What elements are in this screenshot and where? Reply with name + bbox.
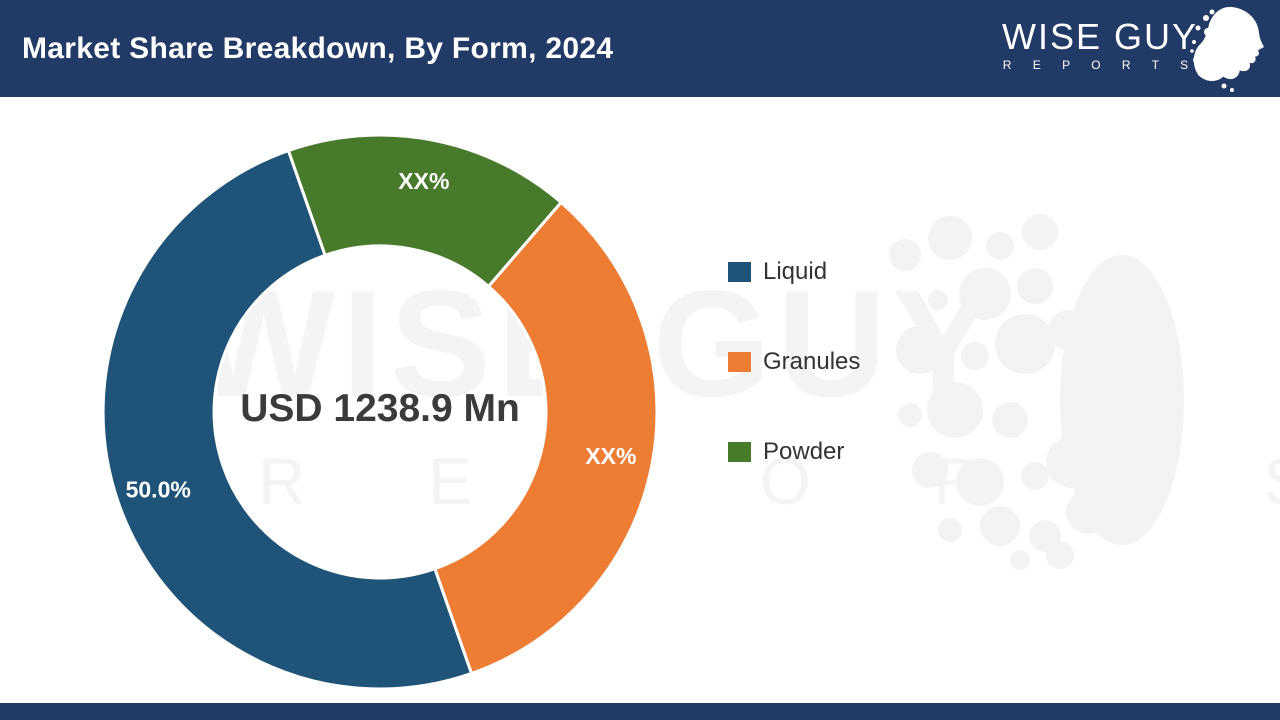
logo-dot <box>1193 57 1199 63</box>
watermark-dot <box>927 382 983 438</box>
logo-dot <box>1199 43 1209 53</box>
legend-swatch-liquid <box>728 262 751 282</box>
watermark-dot <box>1021 462 1049 490</box>
logo-dot <box>1195 25 1201 31</box>
watermark-dot <box>928 290 948 310</box>
logo-dot <box>1192 40 1196 44</box>
brand-name: WISE GUY <box>1001 16 1198 57</box>
logo-dot <box>1203 15 1209 21</box>
legend-item-liquid: Liquid <box>728 258 828 285</box>
watermark-dot <box>928 216 972 260</box>
legend-item-powder: Powder <box>728 438 845 465</box>
slice-label-liquid: 50.0% <box>126 477 191 503</box>
watermark-dot <box>898 403 922 427</box>
pie-slice-liquid <box>101 149 474 691</box>
logo-dot <box>1198 72 1202 76</box>
legend-label: Granules <box>763 348 861 375</box>
brand-logo: WISE GUY R E P O R T S <box>1002 4 1270 94</box>
logo-dot <box>1209 9 1215 15</box>
watermark-dot <box>912 452 948 488</box>
logo-dot <box>1202 62 1210 70</box>
logo-dot <box>1190 49 1194 53</box>
legend-swatch-granules <box>728 352 751 372</box>
logo-dot <box>1204 28 1212 36</box>
header-bar: Market Share Breakdown, By Form, 2024 WI… <box>0 0 1280 97</box>
logo-dot <box>1213 17 1223 27</box>
watermark-dot <box>961 342 989 370</box>
logo-dot <box>1221 83 1227 89</box>
legend-swatch-powder <box>728 442 751 462</box>
legend-label: Liquid <box>763 258 828 285</box>
legend-item-granules: Granules <box>728 348 861 375</box>
watermark-dot <box>995 314 1055 374</box>
watermark-dot <box>959 268 1011 320</box>
watermark-dot <box>1017 268 1053 304</box>
brand-subname: R E P O R T S <box>1002 57 1198 72</box>
watermark-dot <box>986 232 1014 260</box>
logo-dot <box>1211 73 1217 79</box>
watermark-dot <box>938 518 962 542</box>
dotted-face-profile-icon <box>1190 6 1264 92</box>
brand-logo-text: WISE GUY R E P O R T S <box>1002 18 1198 72</box>
chart-center-value: USD 1238.9 Mn <box>240 387 520 430</box>
watermark-dot <box>1046 541 1074 569</box>
watermark-dot <box>1022 214 1058 250</box>
legend-label: Powder <box>763 438 845 465</box>
logo-dot <box>1230 88 1234 92</box>
slice-label-granules: XX% <box>585 443 636 469</box>
slice-label-powder: XX% <box>398 168 449 194</box>
watermark-dot <box>980 506 1020 546</box>
watermark-dot <box>956 458 1004 506</box>
watermark-dot <box>896 326 944 374</box>
watermark-dot <box>889 239 921 271</box>
watermark-dot <box>992 402 1028 438</box>
watermark-dot <box>1010 550 1030 570</box>
pie-slice-powder <box>286 133 563 288</box>
page-title: Market Share Breakdown, By Form, 2024 <box>22 31 614 65</box>
pie-slice-granules <box>433 200 659 675</box>
footer-bar <box>0 703 1280 720</box>
